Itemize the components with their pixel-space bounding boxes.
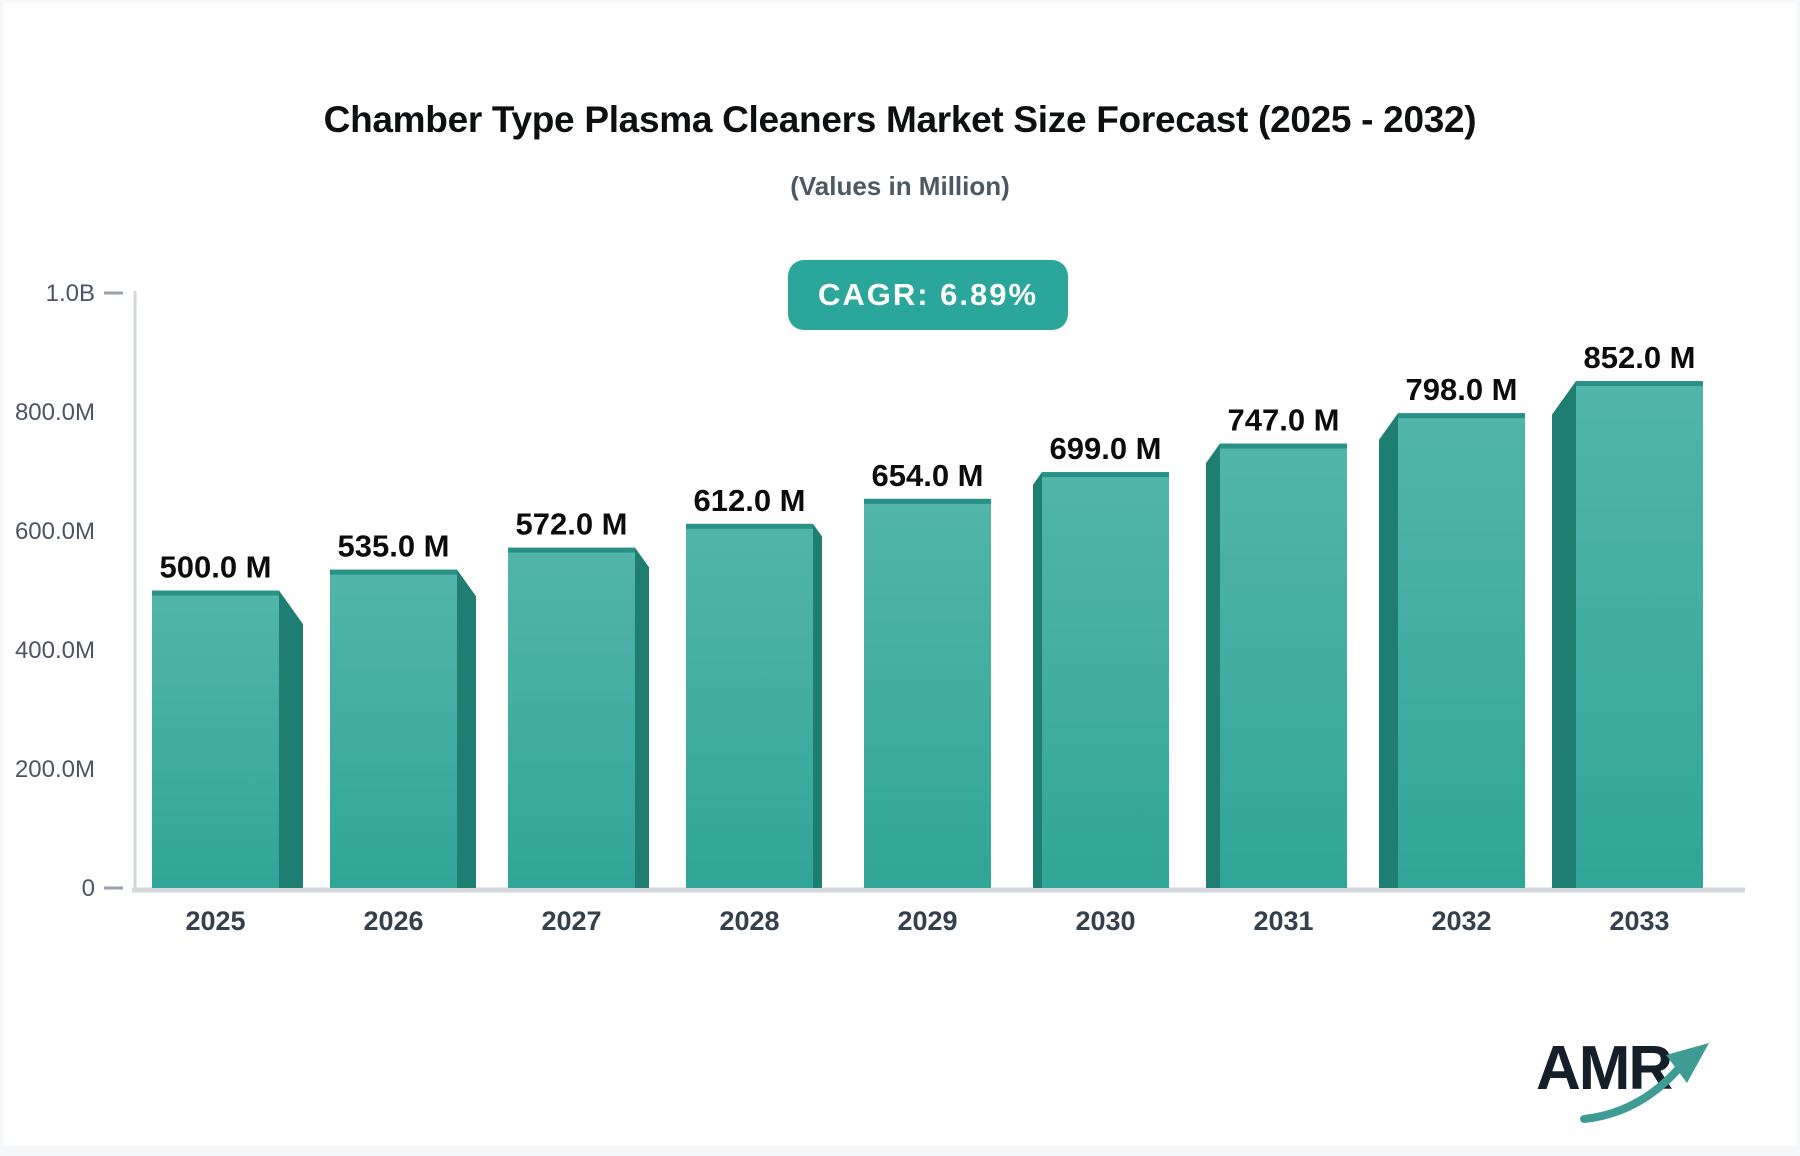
bar-top-edge [686,523,813,529]
chart-canvas: 1.0B 800.0M 600.0M 400.0M 200.0M 0 500.0 M 2025… [15,280,1745,936]
y-tick-label: 200.0M [15,756,95,783]
bar [152,590,279,888]
bar-value-label: 747.0 M [1227,403,1339,438]
x-tick-label: 2030 [1075,906,1135,936]
y-tick-label: 800.0M [15,399,95,426]
bar-value-label: 654.0 M [871,458,983,493]
bar-top-edge [1576,381,1703,387]
bar-top-edge [864,498,991,504]
y-tick-label: 400.0M [15,637,95,664]
bar-top-edge [1398,413,1525,419]
bar [864,498,991,888]
x-tick-label: 2026 [363,906,423,936]
bar-value-label: 500.0 M [159,550,271,585]
cagr-badge: CAGR: 6.89% [788,260,1068,330]
bar-top-edge [1220,443,1347,449]
bar-value-label: 852.0 M [1583,340,1695,375]
cagr-badge-label: CAGR: 6.89% [817,277,1039,312]
bar-group-2031: 747.0 M 2031 [1206,403,1347,936]
bar-group-2030: 699.0 M 2030 [1033,431,1169,936]
bar-value-label: 572.0 M [515,507,627,542]
bar-side-face [457,569,476,888]
bar-group-2032: 798.0 M 2032 [1379,372,1525,936]
bar-group-2025: 500.0 M 2025 [152,550,303,936]
bar-side-face [279,590,303,888]
amr-logo-arrow-head-icon [1666,1043,1709,1083]
bar-value-label: 612.0 M [693,483,805,518]
x-tick-label: 2032 [1431,906,1491,936]
bar-top-edge [1042,472,1169,478]
y-tick-label: 0 [82,875,95,902]
bar-side-face [635,547,649,888]
x-tick-label: 2028 [719,906,779,936]
x-tick-label: 2029 [897,906,957,936]
bar-top-edge [152,590,279,596]
chart-card: Chamber Type Plasma Cleaners Market Size… [3,3,1797,1146]
bar-side-face [1379,413,1398,888]
y-tick-label: 600.0M [15,518,95,545]
bar [686,523,813,888]
bar-value-label: 535.0 M [337,529,449,564]
bar-side-face [1033,472,1042,888]
bar [1220,443,1347,888]
y-tick-label: 1.0B [46,280,95,307]
bar-group-2029: 654.0 M 2029 [864,458,991,936]
bar-group-2027: 572.0 M 2027 [508,507,649,936]
x-tick-label: 2027 [541,906,601,936]
bar-value-label: 699.0 M [1049,431,1161,466]
x-tick-label: 2025 [185,906,245,936]
bar-group-2033: 852.0 M 2033 [1552,340,1703,936]
bar-top-edge [508,547,635,553]
bar-value-label: 798.0 M [1405,372,1517,407]
bar-group-2026: 535.0 M 2026 [330,529,476,936]
amr-logo: AMR [1536,1034,1709,1123]
bar [1042,472,1169,888]
bar-side-face [1206,443,1220,888]
chart-subtitle: (Values in Million) [790,171,1010,201]
bar [1398,413,1525,888]
bar-side-face [1552,381,1576,888]
bar [1576,381,1703,888]
x-tick-label: 2031 [1253,906,1313,936]
amr-logo-arrow-tail [1580,1063,1684,1123]
x-tick-label: 2033 [1609,906,1669,936]
bar-group-2028: 612.0 M 2028 [686,483,822,936]
bar [508,547,635,888]
bar-top-edge [330,569,457,575]
chart-title: Chamber Type Plasma Cleaners Market Size… [323,99,1477,140]
bar-side-face [813,523,822,888]
bar [330,569,457,888]
